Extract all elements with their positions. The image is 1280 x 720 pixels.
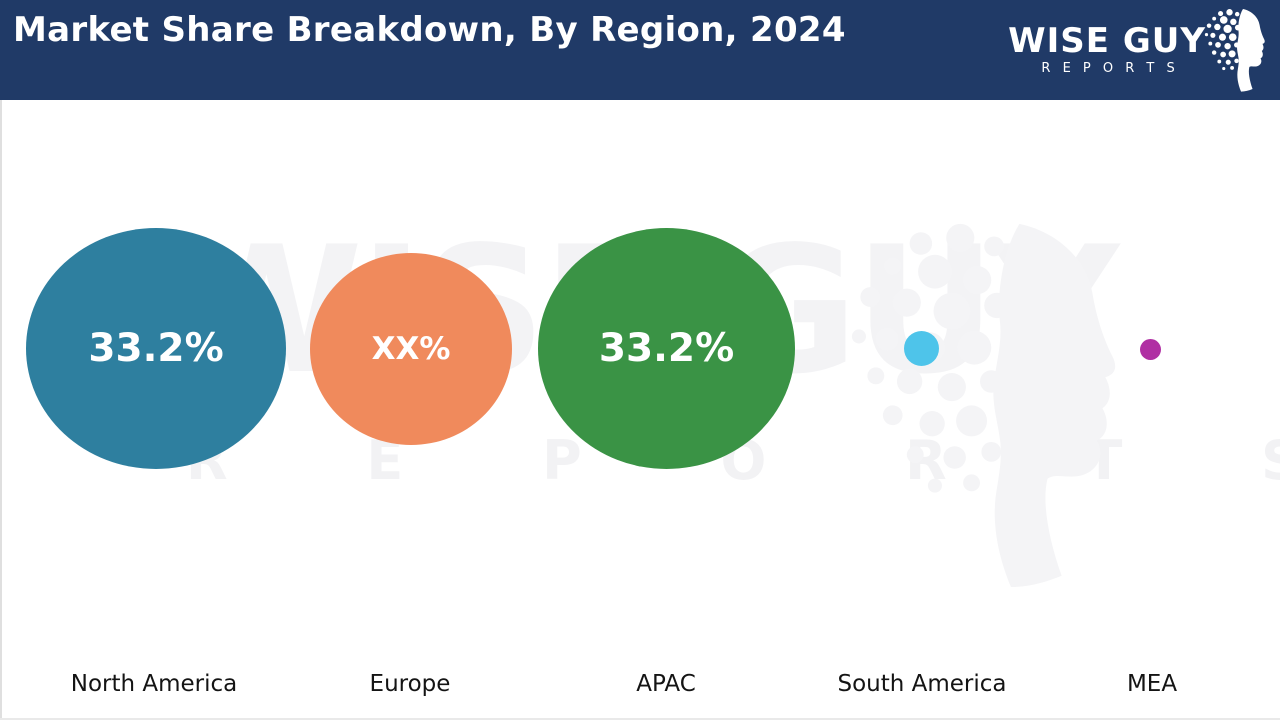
- wiseguy-logo-name: WISE GUY: [1008, 21, 1206, 61]
- wiseguy-head-icon: [1202, 8, 1266, 92]
- bottom-edge-divider: [0, 718, 1280, 720]
- bubble-europe: XX%: [310, 253, 512, 445]
- label-north-america: North America: [70, 671, 238, 697]
- bubble-apac: 33.2%: [538, 228, 795, 469]
- label-europe: Europe: [369, 671, 451, 697]
- label-apac: APAC: [636, 671, 696, 697]
- label-mea: MEA: [1126, 671, 1178, 697]
- left-edge-divider: [0, 100, 2, 720]
- watermark-head-icon: [788, 221, 1172, 587]
- bubble-apac-value: 33.2%: [598, 326, 735, 371]
- page-title: Market Share Breakdown, By Region, 2024: [13, 10, 846, 50]
- label-south-america: South America: [837, 671, 1007, 697]
- wiseguy-logo-reports: R E P O R T S: [1041, 61, 1179, 76]
- bubble-south-america: [904, 331, 939, 366]
- wiseguy-logo: WISE GUY R E P O R T S: [1008, 0, 1266, 100]
- bubble-europe-value: XX%: [371, 331, 451, 367]
- wiseguy-logo-text: WISE GUY R E P O R T S: [1008, 24, 1206, 76]
- header-bar: Market Share Breakdown, By Region, 2024 …: [0, 0, 1280, 100]
- bubble-mea: [1140, 339, 1161, 360]
- bubble-north-america-value: 33.2%: [88, 326, 224, 371]
- bubble-north-america: 33.2%: [26, 228, 286, 469]
